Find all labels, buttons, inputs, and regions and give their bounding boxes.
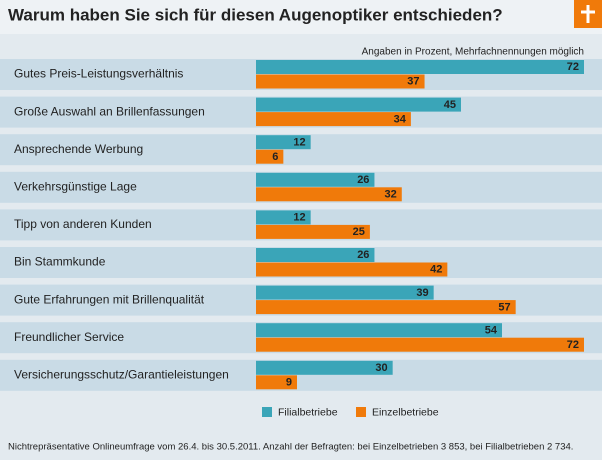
subtitle: Angaben in Prozent, Mehrfachnennungen mö… <box>362 47 584 58</box>
bar <box>256 360 393 375</box>
value-label: 12 <box>293 136 305 148</box>
category-label: Gute Erfahrungen mit Brillenqualität <box>14 292 205 306</box>
value-label: 72 <box>567 61 579 73</box>
value-label: 45 <box>444 99 456 111</box>
value-label: 37 <box>407 76 419 88</box>
value-label: 32 <box>385 188 397 200</box>
value-label: 42 <box>430 264 442 276</box>
legend-swatch <box>262 407 272 417</box>
legend-swatch <box>356 407 366 417</box>
bar <box>256 323 502 338</box>
legend-label: Einzelbetriebe <box>372 406 439 418</box>
value-label: 25 <box>353 226 365 238</box>
bar <box>256 97 461 112</box>
category-label: Gutes Preis-Leistungsverhältnis <box>14 67 183 81</box>
value-label: 57 <box>498 301 510 313</box>
bar <box>256 224 370 239</box>
bar <box>256 210 311 225</box>
bar <box>256 337 584 352</box>
category-label: Ansprechende Werbung <box>14 142 143 156</box>
category-label: Freundlicher Service <box>14 330 124 344</box>
bar <box>256 187 402 202</box>
value-label: 6 <box>272 151 278 163</box>
footnote: Nichtrepräsentative Onlineumfrage vom 26… <box>8 442 573 453</box>
category-label: Große Auswahl an Brillenfassungen <box>14 104 205 118</box>
bar <box>256 74 425 89</box>
value-label: 9 <box>286 376 292 388</box>
category-label: Bin Stammkunde <box>14 255 106 269</box>
category-label: Tipp von anderen Kunden <box>14 217 152 231</box>
value-label: 26 <box>357 249 369 261</box>
category-label: Versicherungsschutz/Garantieleistungen <box>14 367 229 381</box>
chart-title: Warum haben Sie sich für diesen Augenopt… <box>8 5 503 24</box>
bar <box>256 262 448 277</box>
value-label: 12 <box>293 212 305 224</box>
bar <box>256 172 375 187</box>
bar <box>256 285 434 300</box>
value-label: 72 <box>567 339 579 351</box>
bar <box>256 300 516 315</box>
value-label: 30 <box>375 362 387 374</box>
legend-label: Filialbetriebe <box>278 406 338 418</box>
bar <box>256 135 311 150</box>
value-label: 26 <box>357 174 369 186</box>
logo-mark <box>581 5 595 23</box>
bar <box>256 375 297 390</box>
bar <box>256 248 375 262</box>
value-label: 34 <box>394 113 407 125</box>
value-label: 39 <box>416 287 428 299</box>
bar <box>256 60 584 74</box>
bar <box>256 149 284 164</box>
title-band <box>0 0 602 34</box>
bar <box>256 112 411 127</box>
category-label: Verkehrsgünstige Lage <box>14 179 137 193</box>
value-label: 54 <box>485 324 498 336</box>
